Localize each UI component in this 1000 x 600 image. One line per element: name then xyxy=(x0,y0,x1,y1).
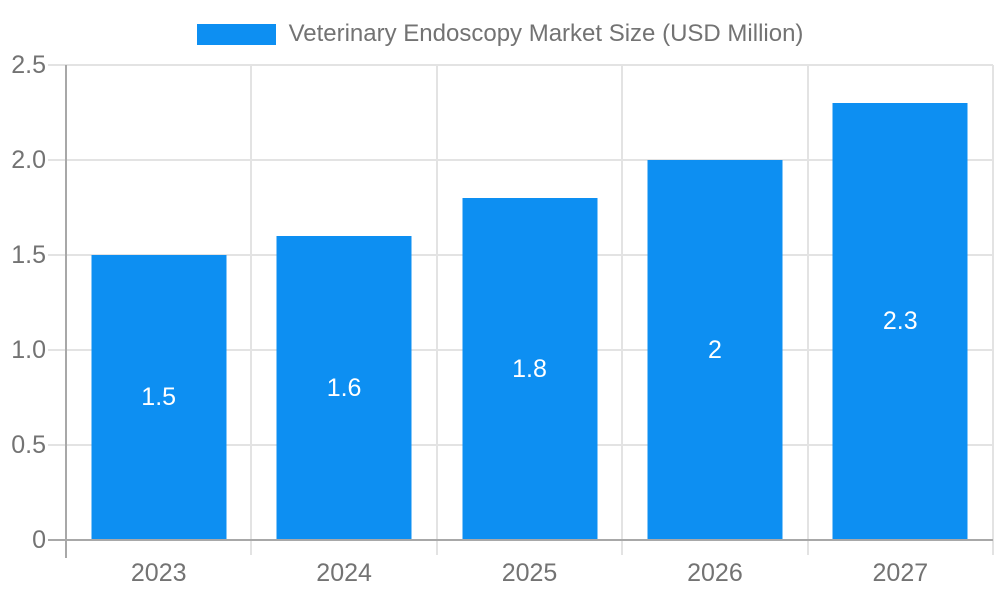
grid-line-vertical xyxy=(435,65,438,555)
bar-2023: 1.5 xyxy=(91,255,227,540)
grid-line-vertical xyxy=(250,65,253,555)
bar-value-label: 2 xyxy=(707,335,722,364)
x-tick-label: 2023 xyxy=(130,559,187,587)
x-axis: 2023 2024 2025 2026 2027 xyxy=(66,553,993,593)
bar-2026: 2 xyxy=(647,160,783,540)
y-tick-label: 2.5 xyxy=(11,51,46,79)
bar-value-label: 2.3 xyxy=(882,307,918,335)
bar-2024: 1.6 xyxy=(276,236,412,540)
y-axis-line xyxy=(65,65,67,558)
grid-line-vertical xyxy=(992,65,994,555)
x-axis-baseline xyxy=(48,539,993,541)
bar-value-label: 1.6 xyxy=(326,373,362,402)
y-tick-label: 0.5 xyxy=(11,431,46,459)
chart-title: Veterinary Endoscopy Market Size (USD Mi… xyxy=(288,20,804,47)
y-tick-label: 2.0 xyxy=(11,146,46,174)
y-tick-label: 1.5 xyxy=(11,241,46,269)
bar-2025: 1.8 xyxy=(462,198,597,540)
chart-legend: Veterinary Endoscopy Market Size (USD Mi… xyxy=(0,20,1000,48)
grid-line-vertical xyxy=(621,65,624,555)
x-tick-label: 2026 xyxy=(687,559,743,587)
plot-area: 1.5 1.6 1.8 2 2.3 xyxy=(48,64,994,555)
y-axis: 0 0.5 1.0 1.5 2.0 2.5 xyxy=(0,51,46,554)
grid-line-horizontal xyxy=(48,159,993,161)
grid-line-horizontal xyxy=(48,64,993,66)
legend-swatch-icon xyxy=(196,23,276,45)
grid-line-vertical xyxy=(806,65,809,555)
bar-2027: 2.3 xyxy=(832,103,968,540)
x-tick-label: 2024 xyxy=(316,559,372,587)
y-tick-label: 1.0 xyxy=(11,336,46,364)
y-tick-label: 0 xyxy=(32,526,46,554)
bar-value-label: 1.8 xyxy=(512,354,547,383)
x-tick-label: 2025 xyxy=(501,559,558,587)
x-tick-label: 2027 xyxy=(872,559,929,587)
bar-value-label: 1.5 xyxy=(141,383,177,411)
